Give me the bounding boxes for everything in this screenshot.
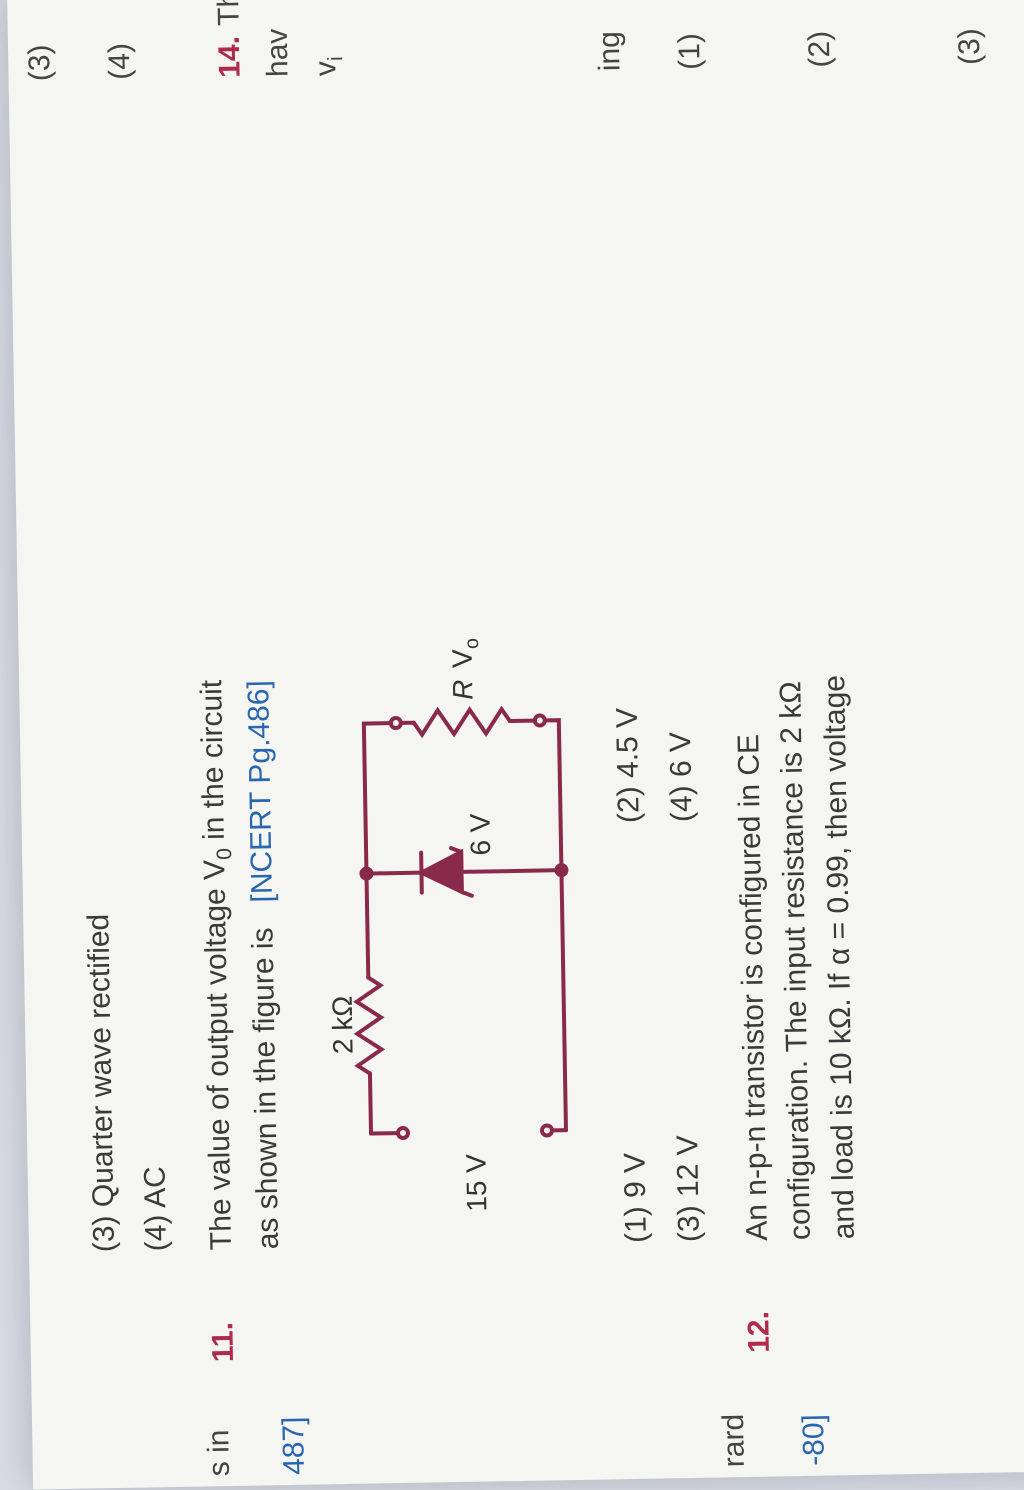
margin-text: (1) [668, 33, 712, 70]
voltage-source-label: 15 V [456, 1154, 498, 1212]
question-12: 12.An n-p-n transistor is configured in … [720, 335, 867, 1297]
ncert-ref: [NCERT Pg.486] [243, 680, 280, 903]
question-text: The value of output voltage V [198, 860, 238, 1251]
margin-text: (3) [948, 28, 992, 65]
margin-ref: 487] [272, 1416, 317, 1475]
margin-text: hav [256, 28, 300, 77]
question-number: 11. [200, 1250, 244, 1307]
margin-text: ing [588, 31, 632, 72]
resistor-label: 2 kΩ [323, 995, 365, 1054]
left-margin-column: s in 487] rard -80] [31, 1360, 1024, 1489]
zener-label: 6 V [460, 813, 501, 856]
option-2: (2) 4.5 V [600, 403, 651, 824]
subscript: 0 [213, 848, 236, 860]
margin-ref: -80] [792, 1414, 836, 1466]
margin-qnum: 14. [208, 21, 252, 78]
margin-text: rard [712, 1414, 756, 1468]
vout-label: V [447, 649, 478, 668]
margin-sub: i [324, 56, 347, 61]
question-text: An n-p-n transistor is configured in CE [732, 734, 774, 1241]
question-text: as shown in the figure is [247, 927, 286, 1249]
question-11: 11.The value of output voltage V0 in the… [184, 338, 713, 1307]
load-label: R [443, 679, 484, 700]
question-text: in the circuit [195, 680, 231, 849]
margin-text: (3) [18, 44, 62, 81]
margin-text: (2) [798, 30, 842, 67]
margin-text: (4) [98, 43, 142, 80]
option-4: (4) 6 V [654, 402, 705, 823]
circuit-diagram: 2 kΩ 15 V 6 V R Vo [303, 650, 592, 1195]
page-surface: s in 487] rard -80] (3) Quarter wave rec… [7, 0, 1024, 1489]
right-margin-column: (3) (4) 14. The hav vi ing (1) (2) (3) [7, 0, 1024, 100]
margin-text: v [309, 61, 342, 77]
vout-sub: o [461, 638, 483, 649]
margin-text: s in [197, 1429, 241, 1476]
option-3: (3) 12 V [661, 822, 712, 1243]
question-number: 12. [736, 1240, 780, 1297]
main-column: (3) Quarter wave rectified (4) AC 11.The… [53, 335, 867, 1309]
option-1: (1) 9 V [608, 823, 659, 1244]
margin-text: The [207, 0, 251, 26]
